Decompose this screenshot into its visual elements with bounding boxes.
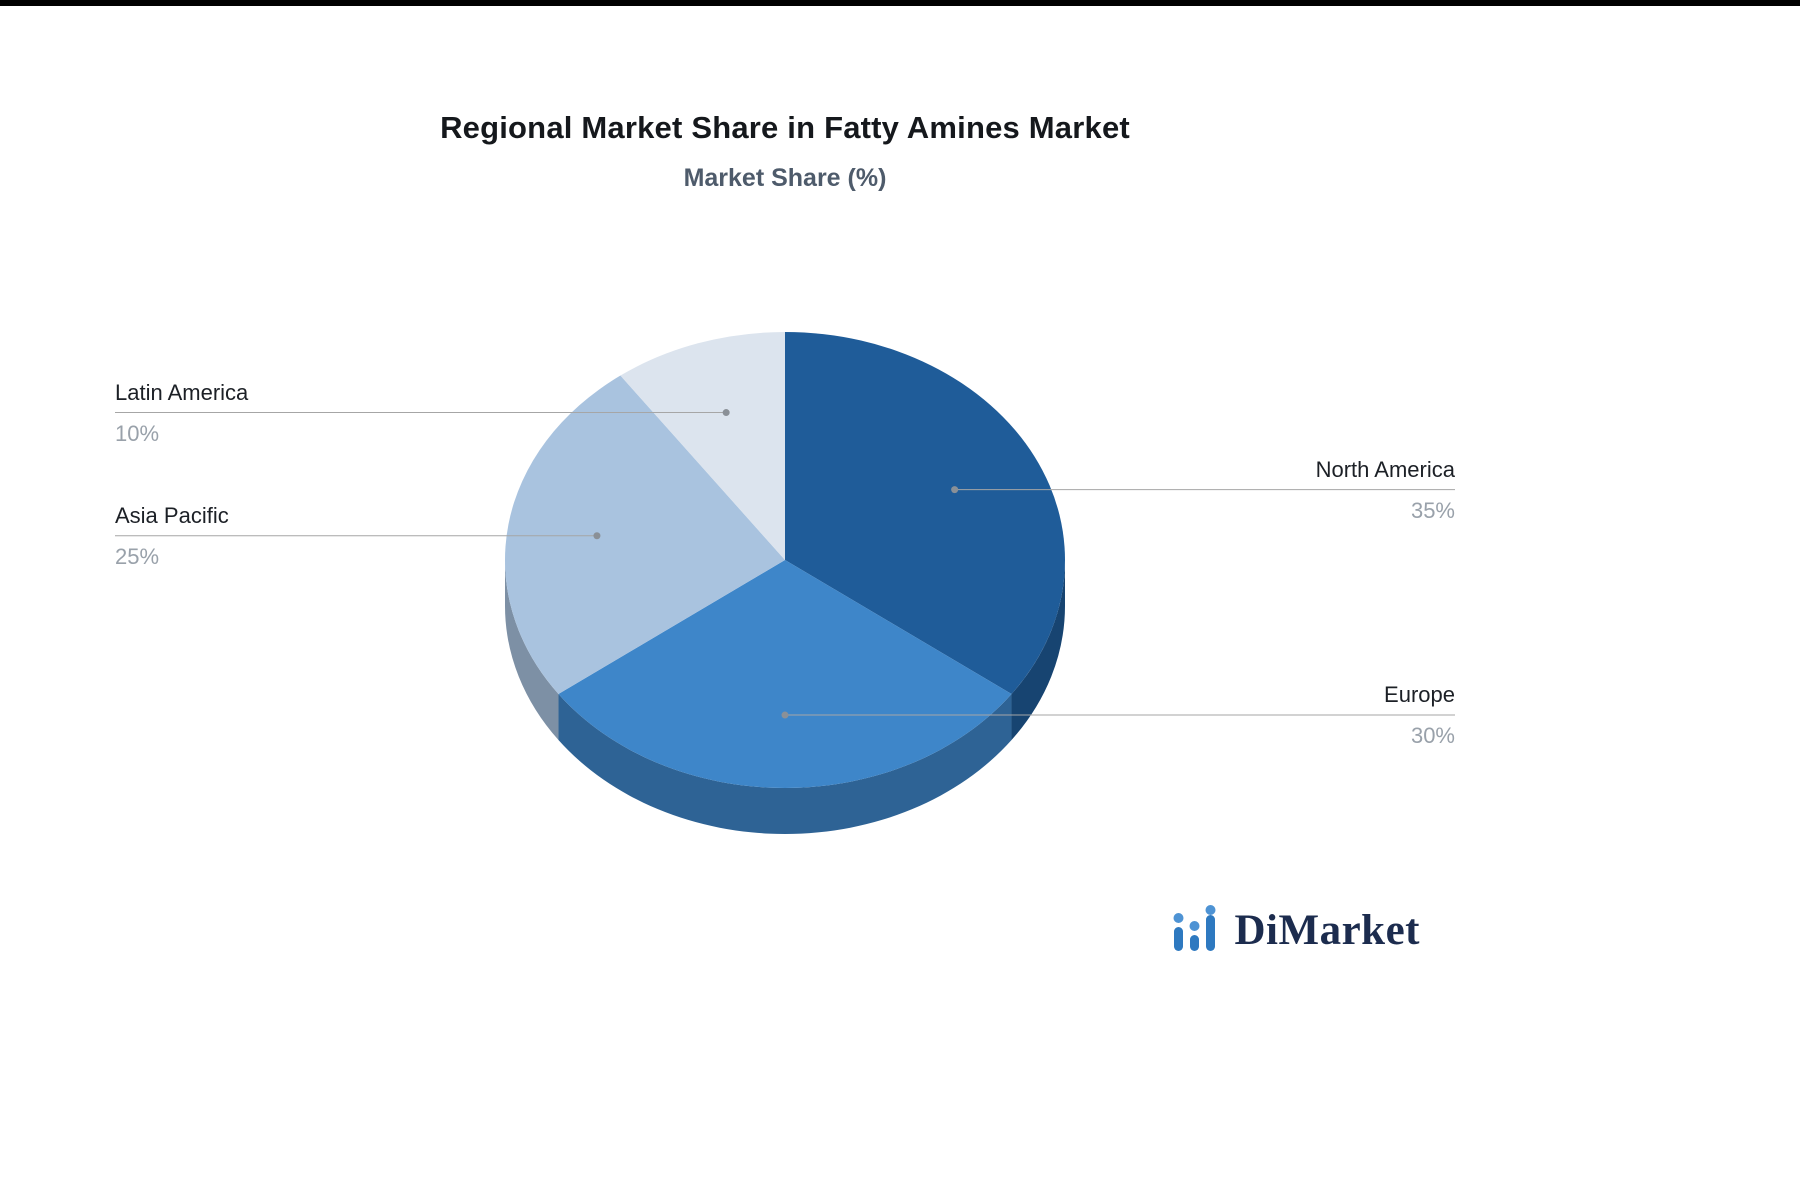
- pie-slice-wall-asia-pacific: [505, 560, 559, 741]
- callout-dot-north-america: [951, 486, 959, 494]
- chart-title: Regional Market Share in Fatty Amines Ma…: [440, 110, 1130, 145]
- chart-subtitle: Market Share (%): [683, 164, 887, 192]
- pie-slice-latin-america: [620, 332, 785, 560]
- bar-chart-icon: [1173, 905, 1215, 951]
- pie-slice-europe: [558, 560, 1012, 788]
- dimarket-logo: DiMarket: [1168, 903, 1421, 957]
- callout-dot-latin-america: [722, 409, 730, 417]
- pie-slice-wall-europe: [558, 694, 1012, 834]
- top-border: [0, 0, 1800, 6]
- logo-text: DiMarket: [1234, 906, 1420, 954]
- pie-slice-wall-north-america: [1011, 560, 1065, 741]
- callout-dot-asia-pacific: [593, 532, 601, 540]
- pie-slice-north-america: [785, 332, 1065, 695]
- callout-dot-europe: [781, 711, 789, 719]
- pie-slice-asia-pacific: [504, 375, 785, 695]
